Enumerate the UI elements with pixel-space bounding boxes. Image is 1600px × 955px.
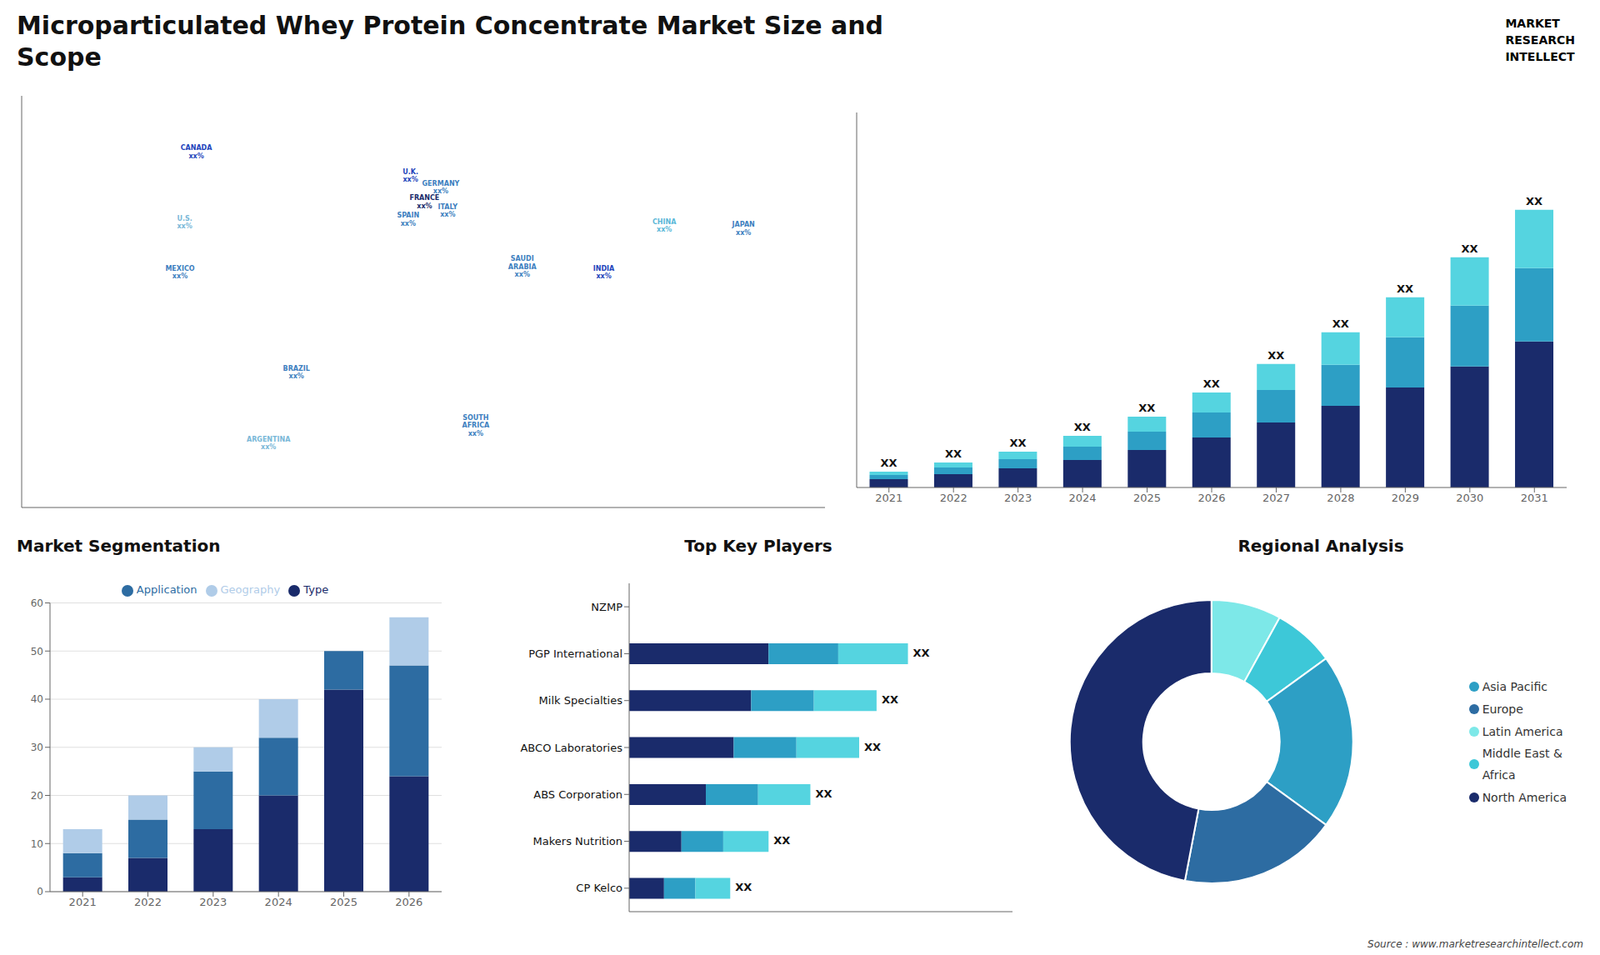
svg-text:ABS Corporation: ABS Corporation [533, 788, 623, 801]
svg-text:2025: 2025 [1133, 491, 1161, 505]
html-text:Type: Type [303, 583, 329, 596]
html-text:Top Key Players: Top Key Players [684, 535, 833, 556]
html-text:MARKET: MARKET [1505, 16, 1560, 30]
html-text:Application: Application [136, 583, 198, 596]
svg-text:0: 0 [36, 885, 44, 898]
svg-text:2026: 2026 [395, 895, 423, 909]
svg-text:XX: XX [1332, 317, 1350, 330]
svg-text:2021: 2021 [875, 491, 903, 505]
svg-text:2023: 2023 [1004, 491, 1032, 505]
svg-text:2022: 2022 [940, 491, 968, 505]
svg-text:NZMP: NZMP [590, 600, 623, 614]
svg-text:XX: XX [881, 693, 899, 706]
svg-text:XX: XX [1009, 436, 1026, 450]
svg-text:2027: 2027 [1262, 491, 1290, 505]
svg-text:20: 20 [30, 790, 44, 802]
svg-text:GERMANYxx%: GERMANYxx% [422, 180, 460, 196]
html-text:North America: North America [1482, 790, 1567, 805]
svg-text:XX: XX [945, 447, 962, 460]
svg-text:40: 40 [30, 693, 44, 705]
svg-text:Milk Specialties: Milk Specialties [539, 694, 624, 707]
svg-text:FRANCExx%: FRANCExx% [409, 194, 440, 210]
svg-text:JAPANxx%: JAPANxx% [731, 220, 755, 237]
html-text:Geography: Geography [220, 583, 281, 596]
svg-text:2026: 2026 [1197, 491, 1225, 505]
svg-text:Makers Nutrition: Makers Nutrition [533, 835, 623, 848]
svg-text:2024: 2024 [1069, 491, 1097, 505]
html-text:Microparticulated Whey Protein: Microparticulated Whey Protein Concentra… [16, 10, 884, 72]
svg-text:XX: XX [1203, 377, 1220, 390]
svg-text:2021: 2021 [69, 895, 97, 909]
svg-text:XX: XX [913, 646, 930, 660]
svg-text:XX: XX [735, 880, 752, 894]
svg-text:XX: XX [773, 834, 790, 847]
svg-text:XX: XX [815, 787, 832, 800]
html-text:Market Segmentation: Market Segmentation [16, 535, 221, 556]
svg-text:ABCO Laboratories: ABCO Laboratories [520, 741, 623, 755]
svg-text:2022: 2022 [134, 895, 162, 909]
svg-text:XX: XX [1396, 282, 1414, 295]
svg-text:10: 10 [30, 838, 44, 850]
svg-text:2031: 2031 [1520, 491, 1549, 505]
svg-text:BRAZILxx%: BRAZILxx% [283, 365, 310, 381]
svg-text:30: 30 [30, 741, 44, 754]
svg-text:ARGENTINAxx%: ARGENTINAxx% [246, 435, 291, 452]
html-text:Asia Pacific: Asia Pacific [1482, 680, 1548, 694]
svg-text:2028: 2028 [1326, 491, 1355, 505]
svg-text:CHINAxx%: CHINAxx% [652, 218, 677, 235]
svg-text:XX: XX [880, 456, 897, 470]
html-text:Latin America: Latin America [1482, 725, 1563, 739]
svg-text:XX: XX [1138, 401, 1155, 415]
svg-text:60: 60 [30, 597, 44, 610]
svg-text:2030: 2030 [1455, 491, 1484, 505]
html-text:Europe: Europe [1482, 702, 1524, 716]
svg-text:PGP International: PGP International [528, 647, 623, 660]
svg-text:SAUDIARABIAxx%: SAUDIARABIAxx% [508, 255, 538, 279]
svg-text:ITALYxx%: ITALYxx% [438, 203, 459, 220]
svg-text:INDIAxx%: INDIAxx% [593, 265, 615, 281]
svg-text:XX: XX [1525, 195, 1543, 208]
svg-text:XX: XX [864, 740, 881, 754]
svg-text:U.S.xx%: U.S.xx% [176, 215, 192, 231]
svg-text:XX: XX [1461, 242, 1479, 255]
html-text:Regional Analysis: Regional Analysis [1237, 535, 1404, 556]
svg-text:2025: 2025 [330, 895, 358, 909]
svg-text:SOUTHAFRICAxx%: SOUTHAFRICAxx% [461, 414, 490, 438]
html-text:RESEARCH: RESEARCH [1505, 33, 1575, 47]
svg-text:2024: 2024 [265, 895, 293, 909]
svg-text:U.K.xx%: U.K.xx% [402, 168, 419, 185]
svg-text:XX: XX [1074, 420, 1091, 434]
svg-text:50: 50 [30, 645, 44, 658]
html-text:Middle East & Africa: Middle East & Africa [1482, 746, 1563, 782]
html-text:Source : www.marketresearchint: Source : www.marketresearchintellect.com [1367, 938, 1584, 950]
html-text:INTELLECT: INTELLECT [1505, 50, 1575, 64]
svg-text:SPAINxx%: SPAINxx% [396, 211, 420, 228]
svg-text:XX: XX [1267, 349, 1285, 362]
svg-text:MEXICOxx%: MEXICOxx% [165, 265, 195, 281]
svg-text:2029: 2029 [1391, 491, 1420, 505]
svg-text:CANADAxx%: CANADAxx% [180, 144, 214, 160]
svg-text:2023: 2023 [199, 895, 227, 909]
svg-text:CP Kelco: CP Kelco [575, 881, 623, 895]
